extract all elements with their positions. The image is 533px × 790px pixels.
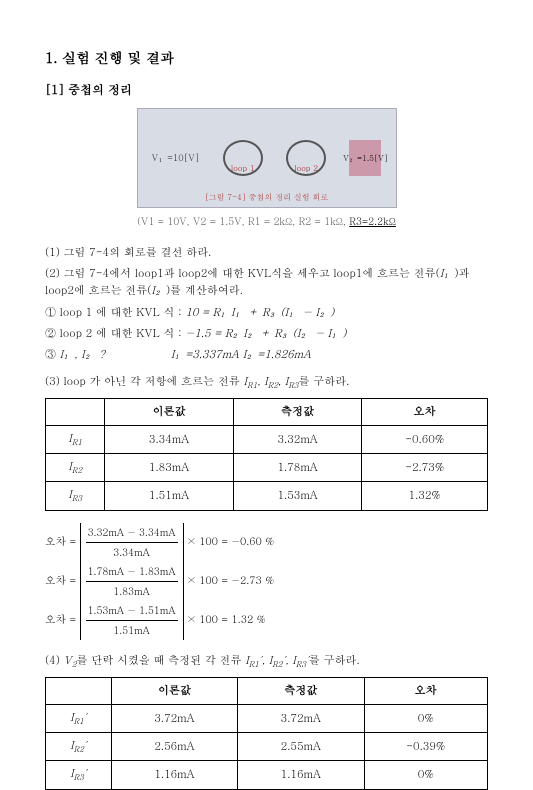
table-1: 이론값 측정값 오차 IR13.34mA3.32mA-0.60% IR21.83… — [45, 398, 488, 511]
table-row: 이론값 측정값 오차 — [46, 678, 488, 704]
th: 이론값 — [111, 678, 237, 704]
eq-solve: ③ I₁, I₂ ? I₁=3.337mA I₂=1.826mA — [45, 346, 488, 363]
eq-loop1: ① loop 1 에 대한 KVL 식 : 10 = R₁I₁ + R₃(I₁ … — [45, 304, 488, 321]
question-3: (3) loop 가 아닌 각 저항에 흐르는 전류 IR1, IR2, IR3… — [45, 373, 488, 393]
circuit-diagram: V₁=10[V] loop 1 loop 2 V₂=1.5[V] [그림 7-4… — [137, 108, 397, 208]
table-row: IR1′3.72mA3.72mA0% — [46, 704, 488, 732]
v1-label: V₁=10[V] — [152, 152, 200, 165]
question-1: (1) 그림 7-4의 회로를 결선 하라. — [45, 244, 488, 261]
table-row: IR3′1.16mA1.16mA0% — [46, 761, 488, 789]
sub-heading: [1] 중첩의 정리 — [45, 82, 488, 99]
th: 오차 — [364, 678, 488, 704]
section-heading: 1. 실험 진행 및 결과 — [45, 48, 488, 68]
circuit-params: (V1 = 10V, V2 = 1.5V, R1 = 2kΩ, R2 = 1kΩ… — [45, 214, 488, 228]
question-2: (2) 그림 7-4에서 loop1과 loop2에 대한 KVL식을 세우고 … — [45, 265, 488, 299]
eq-loop2: ② loop 2 에 대한 KVL 식 : −1.5 = R₂I₂ + R₃(I… — [45, 325, 488, 342]
th: 측정값 — [238, 678, 364, 704]
th — [46, 678, 112, 704]
table-row: 이론값 측정값 오차 — [46, 399, 488, 425]
circuit-caption: [그림 7-4] 중첩의 정리 실험 회로 — [138, 192, 396, 203]
table-2: 이론값 측정값 오차 IR1′3.72mA3.72mA0% IR2′2.56mA… — [45, 677, 488, 790]
th: 측정값 — [233, 399, 362, 425]
table-row: IR31.51mA1.53mA1.32% — [46, 482, 488, 510]
error-calcs: 오차 = 3.32mA − 3.34mA3.34mA × 100 = −0.60… — [45, 523, 488, 640]
th: 이론값 — [105, 399, 234, 425]
loop1-box: loop 1 — [223, 140, 263, 176]
loop2-box: loop 2 — [286, 140, 326, 176]
table-row: IR21.83mA1.78mA-2.73% — [46, 454, 488, 482]
th: 오차 — [362, 399, 488, 425]
question-4: (4) V2를 단락 시켰을 때 측정된 각 전류 IR1′, IR2′, IR… — [45, 652, 488, 672]
table-row: IR13.34mA3.32mA-0.60% — [46, 425, 488, 453]
table-row: IR2′2.56mA2.55mA-0.39% — [46, 733, 488, 761]
v2-source: V₂=1.5[V] — [349, 140, 381, 176]
th — [46, 399, 105, 425]
